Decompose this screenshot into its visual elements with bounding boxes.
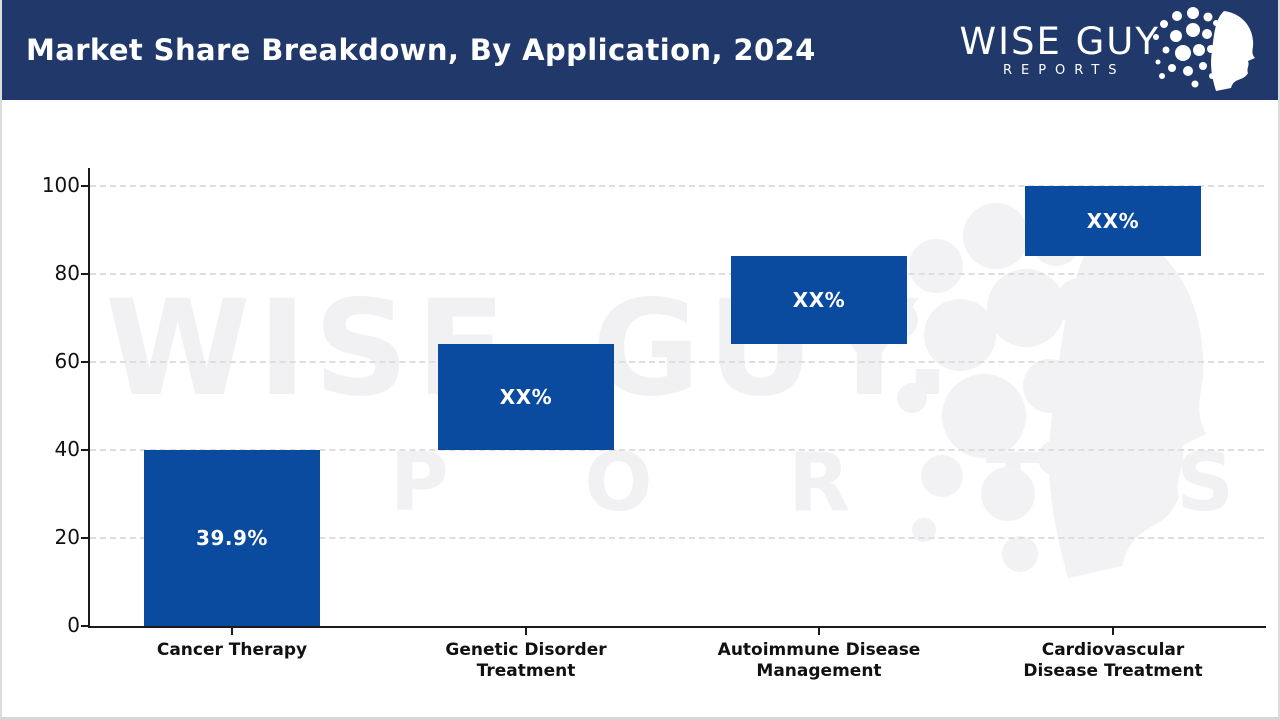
x-tick-mark-1 (525, 628, 527, 635)
bar-autoimmune-disease-management: XX% (731, 255, 907, 344)
x-axis-label-autoimmune-disease-management: Autoimmune Disease Management (717, 640, 921, 681)
bar-cancer-therapy: 39.9% (144, 450, 320, 626)
y-tick-mark-60 (81, 361, 88, 363)
bar-cardiovascular-disease-treatment: XX% (1025, 186, 1201, 256)
watermark-head-icon (882, 203, 1206, 578)
y-axis-line (88, 168, 90, 628)
logo-brand-name: WISE GUY (959, 19, 1160, 63)
y-tick-mark-20 (81, 537, 88, 539)
y-tick-label-20: 20 (54, 525, 80, 549)
logo-brand-sub: REPORTS (1002, 62, 1126, 78)
x-axis-label-cancer-therapy: Cancer Therapy (156, 640, 308, 660)
wiseguy-logo: WISE GUY REPORTS (960, 7, 1258, 93)
header: Market Share Breakdown, By Application, … (2, 0, 1278, 100)
y-tick-label-0: 0 (67, 613, 80, 637)
x-axis-line (88, 626, 1266, 628)
logo-head-icon (1153, 7, 1255, 91)
gridline-y-40 (90, 449, 1264, 451)
y-tick-mark-0 (81, 625, 88, 627)
gridline-y-100 (90, 185, 1264, 187)
y-tick-label-80: 80 (54, 261, 80, 285)
bar-value-label: XX% (792, 287, 846, 312)
page-title: Market Share Breakdown, By Application, … (26, 33, 816, 67)
x-tick-mark-0 (231, 628, 233, 635)
y-tick-mark-100 (81, 185, 88, 187)
x-axis-label-genetic-disorder-treatment: Genetic Disorder Treatment (445, 640, 607, 681)
gridline-y-60 (90, 361, 1264, 363)
bar-genetic-disorder-treatment: XX% (438, 343, 614, 451)
y-tick-label-40: 40 (54, 437, 80, 461)
bar-value-label: XX% (1086, 208, 1140, 233)
bar-value-label: XX% (499, 384, 553, 409)
bar-value-label: 39.9% (196, 526, 268, 551)
y-tick-label-100: 100 (41, 173, 80, 197)
y-tick-mark-40 (81, 449, 88, 451)
x-tick-mark-3 (1112, 628, 1114, 635)
gridline-y-20 (90, 537, 1264, 539)
y-tick-mark-80 (81, 273, 88, 275)
y-tick-label-60: 60 (54, 349, 80, 373)
x-tick-mark-2 (818, 628, 820, 635)
gridline-y-80 (90, 273, 1264, 275)
x-axis-label-cardiovascular-disease-treatment: Cardiovascular Disease Treatment (1023, 640, 1203, 681)
